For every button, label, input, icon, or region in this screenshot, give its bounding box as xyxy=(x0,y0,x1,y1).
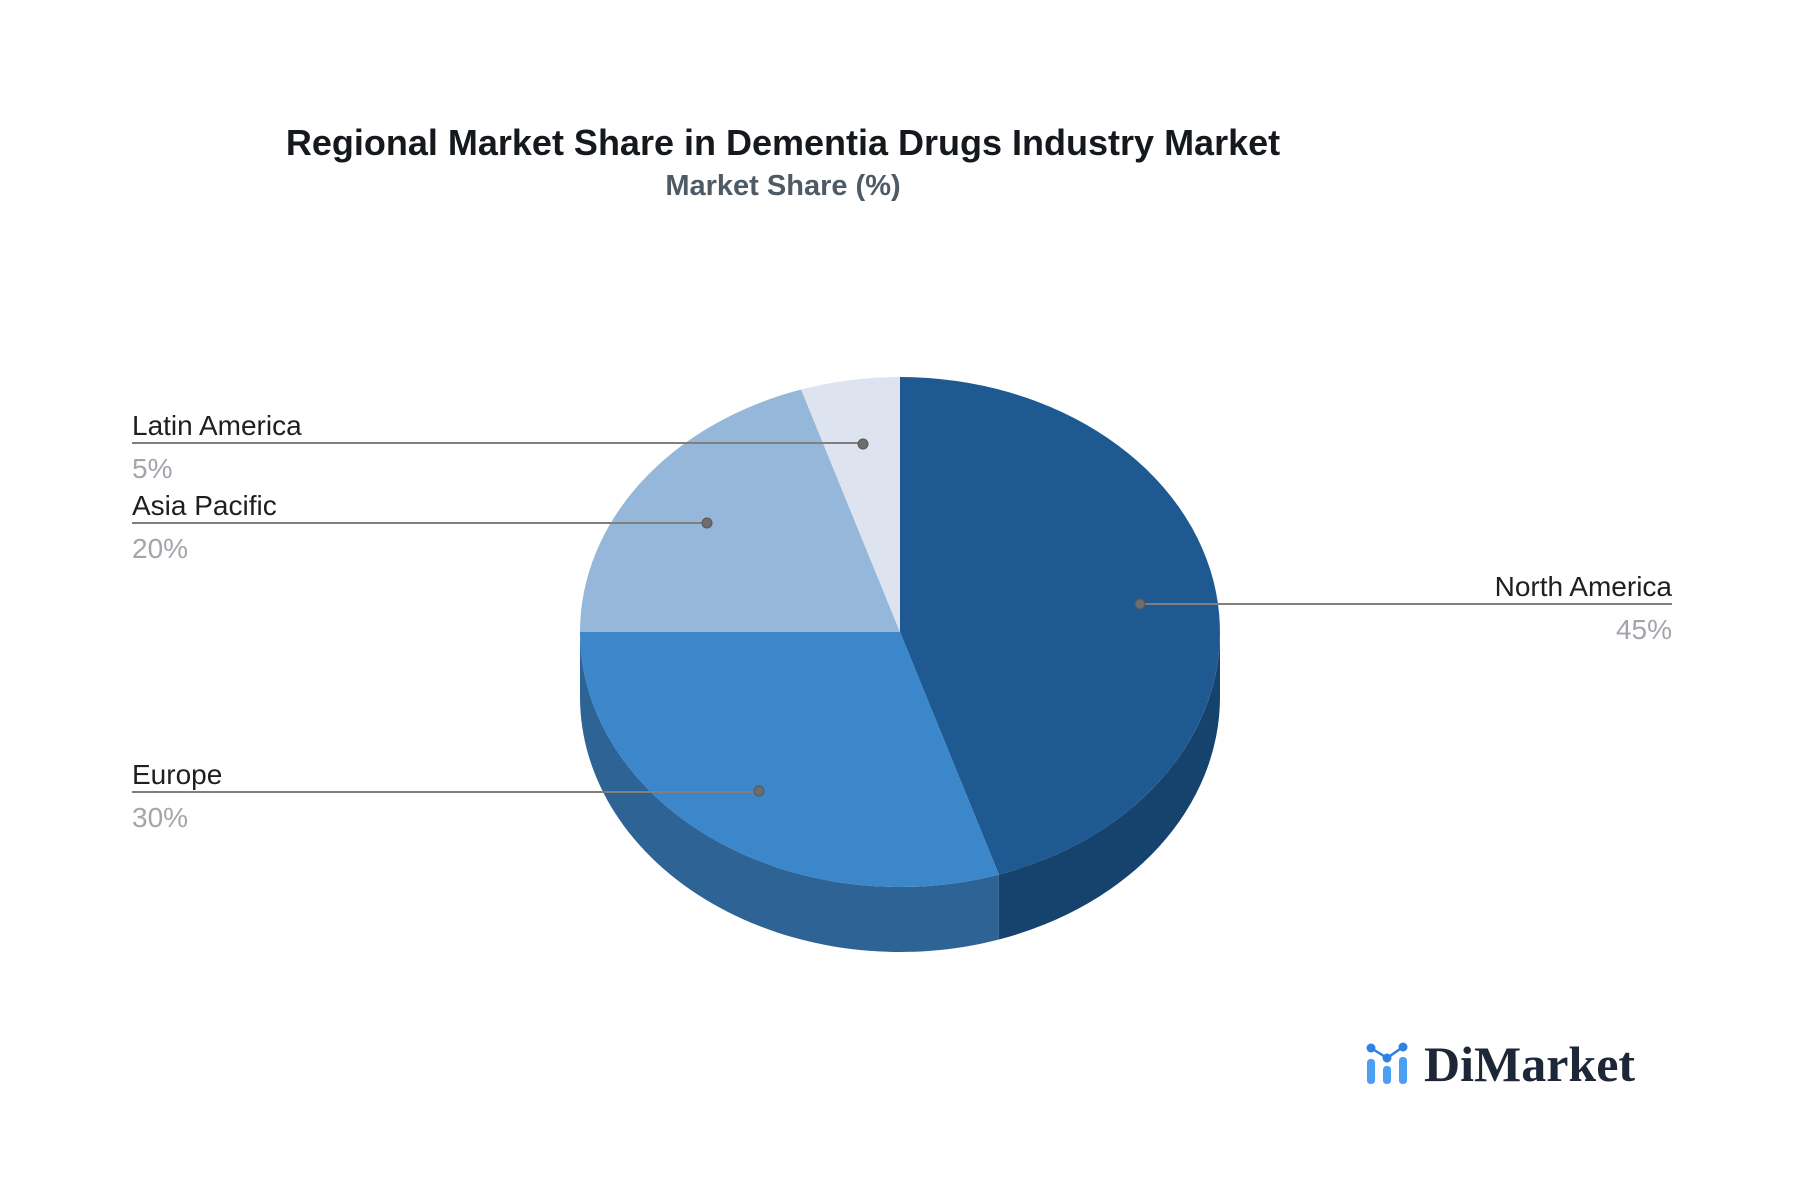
leader-dot-europe xyxy=(753,785,765,797)
label-asia-pacific: Asia Pacific xyxy=(132,490,277,521)
leader-dot-asia-pacific xyxy=(701,517,713,529)
pct-europe: 30% xyxy=(132,802,189,833)
pie-side-europe xyxy=(580,632,999,952)
leader-dot-north-america xyxy=(1134,598,1146,610)
mini-bar-chart-icon xyxy=(1366,1042,1408,1084)
leader-lines xyxy=(132,442,1672,793)
chart-subtitle: Market Share (%) xyxy=(665,170,901,202)
logo-icon-bars xyxy=(1367,1057,1407,1084)
pct-north-america: 45% xyxy=(1615,614,1672,645)
pie-side-north-america xyxy=(998,632,1220,940)
pct-asia-pacific: 20% xyxy=(132,533,189,564)
pct-latin-america: 5% xyxy=(132,453,173,484)
pie-slice-asia-pacific[interactable] xyxy=(580,389,900,633)
logo: DiMarket xyxy=(1365,1038,1635,1090)
leader-dot-latin-america xyxy=(857,438,869,450)
pie-slice-north-america[interactable] xyxy=(900,377,1220,875)
label-north-america: North America xyxy=(1494,571,1672,602)
chart-title: Regional Market Share in Dementia Drugs … xyxy=(285,122,1281,163)
pie-slice-europe[interactable] xyxy=(580,632,999,887)
label-europe: Europe xyxy=(132,759,223,790)
logo-text: DiMarket xyxy=(1424,1036,1636,1092)
leader-dots xyxy=(701,438,1146,797)
pie-slice-latin-america[interactable] xyxy=(801,377,900,632)
logo-icon-dots xyxy=(1366,1042,1408,1063)
label-latin-america: Latin America xyxy=(132,410,302,441)
